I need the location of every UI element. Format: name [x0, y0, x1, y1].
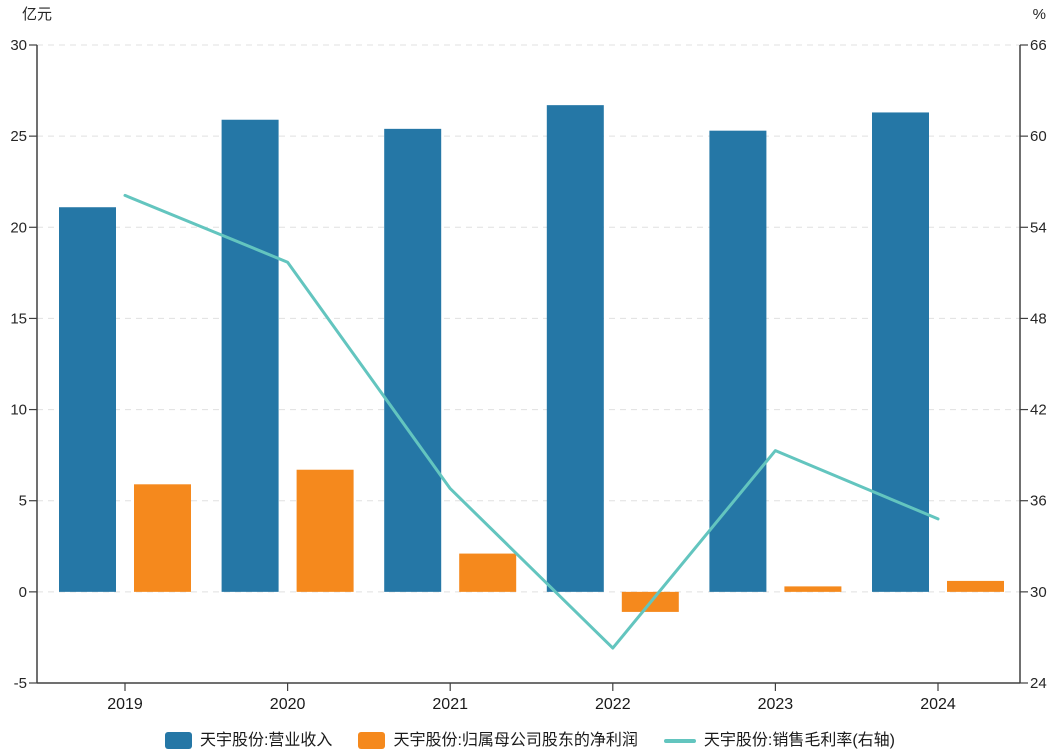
right-axis-tick-label: 48 — [1030, 310, 1047, 327]
bar — [59, 207, 116, 592]
left-axis-tick-label: -5 — [14, 675, 27, 692]
left-axis-tick-label: 20 — [10, 219, 27, 236]
right-axis-tick-label: 24 — [1030, 675, 1047, 692]
x-axis-tick-label: 2019 — [107, 696, 143, 713]
bar — [134, 484, 191, 592]
legend-swatch-gross-margin — [663, 738, 696, 743]
right-axis-tick-label: 30 — [1030, 584, 1047, 601]
x-axis-tick-label: 2020 — [270, 696, 306, 713]
legend-label-net-profit: 天宇股份:归属母公司股东的净利润 — [393, 731, 638, 749]
legend-item-revenue[interactable]: 天宇股份:营业收入 — [164, 731, 333, 749]
legend-swatch-revenue — [164, 732, 192, 749]
right-axis-unit-label: % — [1032, 6, 1046, 23]
bar — [384, 128, 442, 592]
x-axis-tick-label: 2022 — [595, 696, 631, 713]
bar — [221, 119, 279, 592]
legend-swatch-net-profit — [358, 732, 386, 749]
left-axis-tick-label: 10 — [10, 402, 27, 419]
bar — [784, 586, 842, 592]
x-axis-tick-label: 2021 — [432, 696, 468, 713]
left-axis-unit-label: 亿元 — [22, 6, 53, 23]
left-axis-tick-label: 0 — [19, 584, 27, 601]
legend-item-net-profit[interactable]: 天宇股份:归属母公司股东的净利润 — [358, 731, 638, 749]
right-axis-tick-label: 60 — [1030, 128, 1047, 145]
left-axis-tick-label: 5 — [19, 493, 27, 510]
legend-item-gross-margin[interactable]: 天宇股份:销售毛利率(右轴) — [663, 731, 895, 749]
right-axis-tick-label: 36 — [1030, 493, 1047, 510]
bar — [296, 469, 354, 592]
bar — [546, 105, 604, 592]
right-axis-tick-label: 54 — [1030, 219, 1047, 236]
legend-label-revenue: 天宇股份:营业收入 — [199, 731, 333, 749]
right-axis-tick-label: 66 — [1030, 37, 1047, 54]
left-axis-tick-label: 30 — [10, 37, 27, 54]
legend-label-gross-margin: 天宇股份:销售毛利率(右轴) — [703, 731, 895, 749]
bar — [709, 130, 767, 592]
x-axis-tick-label: 2024 — [920, 696, 956, 713]
right-axis-tick-label: 42 — [1030, 402, 1047, 419]
x-axis-tick-label: 2023 — [758, 696, 794, 713]
left-axis-tick-label: 15 — [10, 310, 27, 327]
bar — [459, 553, 517, 592]
gross-margin-line — [123, 193, 940, 650]
bar — [947, 580, 1004, 592]
left-axis-tick-label: 25 — [10, 128, 27, 145]
bar — [872, 112, 929, 592]
legend: 天宇股份:营业收入 天宇股份:归属母公司股东的净利润 天宇股份:销售毛利率(右轴… — [0, 732, 1060, 749]
